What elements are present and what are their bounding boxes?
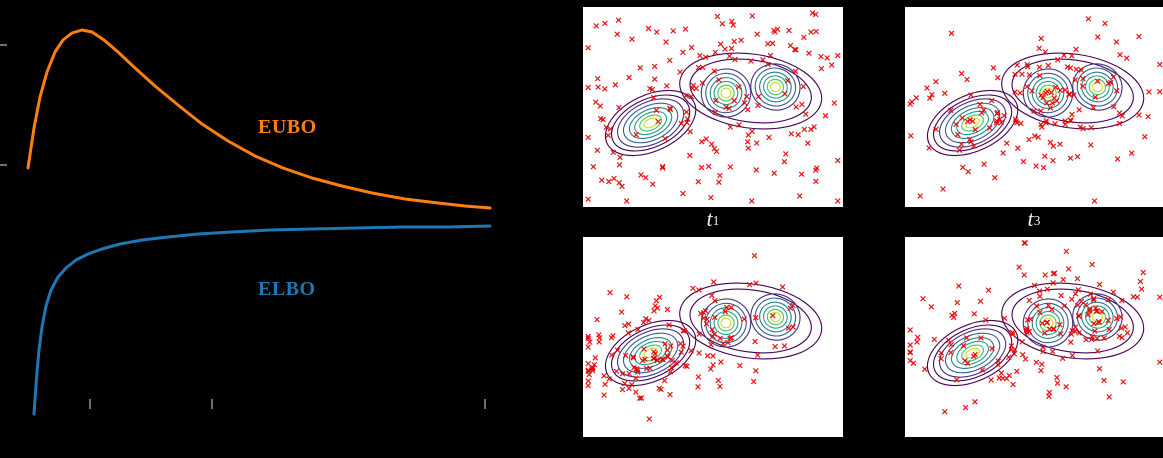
caption-t1-sub: 1 <box>712 213 720 228</box>
contour-panel-bottom-left <box>583 237 843 437</box>
contour-panel-t3 <box>905 7 1163 207</box>
elbo-label: ELBO <box>258 278 316 300</box>
eubo-label: EUBO <box>258 116 317 138</box>
caption-t3-sub: 3 <box>1033 213 1041 228</box>
contour-plot-t1 <box>585 10 841 204</box>
caption-t1-base: t <box>706 206 713 231</box>
contour-panel-t1 <box>583 7 843 207</box>
bounds-line-chart <box>0 28 492 416</box>
contour-plot-bottom-right <box>907 240 1163 415</box>
contour-panel-bottom-right <box>905 237 1163 437</box>
caption-t3-base: t <box>1027 206 1034 231</box>
contour-plot-t3 <box>907 15 1163 204</box>
contour-plot-bottom-left <box>585 252 823 422</box>
